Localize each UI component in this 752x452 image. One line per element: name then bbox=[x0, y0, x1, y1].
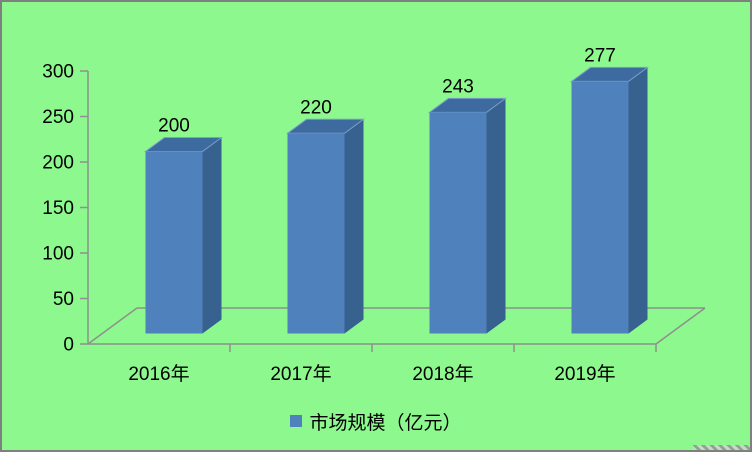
bar-2018年[interactable] bbox=[429, 112, 487, 334]
floor-left-edge bbox=[87, 307, 138, 345]
x-axis-category-label: 2016年 bbox=[128, 363, 189, 385]
bar-side-face bbox=[628, 67, 648, 334]
legend-swatch bbox=[290, 415, 303, 427]
y-axis-tick-label: 50 bbox=[53, 289, 74, 310]
bar-2017年[interactable] bbox=[287, 133, 345, 334]
y-axis-tick-label: 150 bbox=[42, 198, 74, 219]
y-axis-tick-label: 300 bbox=[42, 62, 74, 83]
x-axis-category-label: 2018年 bbox=[412, 363, 473, 385]
bar-value-label: 277 bbox=[584, 45, 616, 66]
selection-dashes bbox=[693, 445, 750, 450]
bar-side-face bbox=[344, 119, 364, 334]
x-axis-category-label: 2019年 bbox=[554, 363, 615, 385]
bar-value-label: 243 bbox=[442, 76, 474, 97]
bar-value-label: 220 bbox=[300, 97, 332, 118]
floor-right-edge bbox=[655, 307, 706, 345]
y-axis-tick-label: 250 bbox=[42, 107, 74, 128]
bar-value-label: 200 bbox=[158, 116, 190, 137]
y-axis-tick-label: 200 bbox=[42, 153, 74, 174]
bar-2019年[interactable] bbox=[571, 81, 629, 334]
bar-side-face bbox=[202, 137, 222, 334]
x-axis-category-label: 2017年 bbox=[270, 363, 331, 385]
legend-label: 市场规模（亿元） bbox=[309, 412, 462, 434]
legend[interactable]: 市场规模（亿元） bbox=[2, 408, 750, 434]
bar-2016年[interactable] bbox=[145, 151, 203, 334]
bar-side-face bbox=[486, 98, 506, 334]
y-axis-tick-label: 100 bbox=[42, 244, 74, 265]
y-axis-tick-label: 0 bbox=[63, 335, 74, 356]
